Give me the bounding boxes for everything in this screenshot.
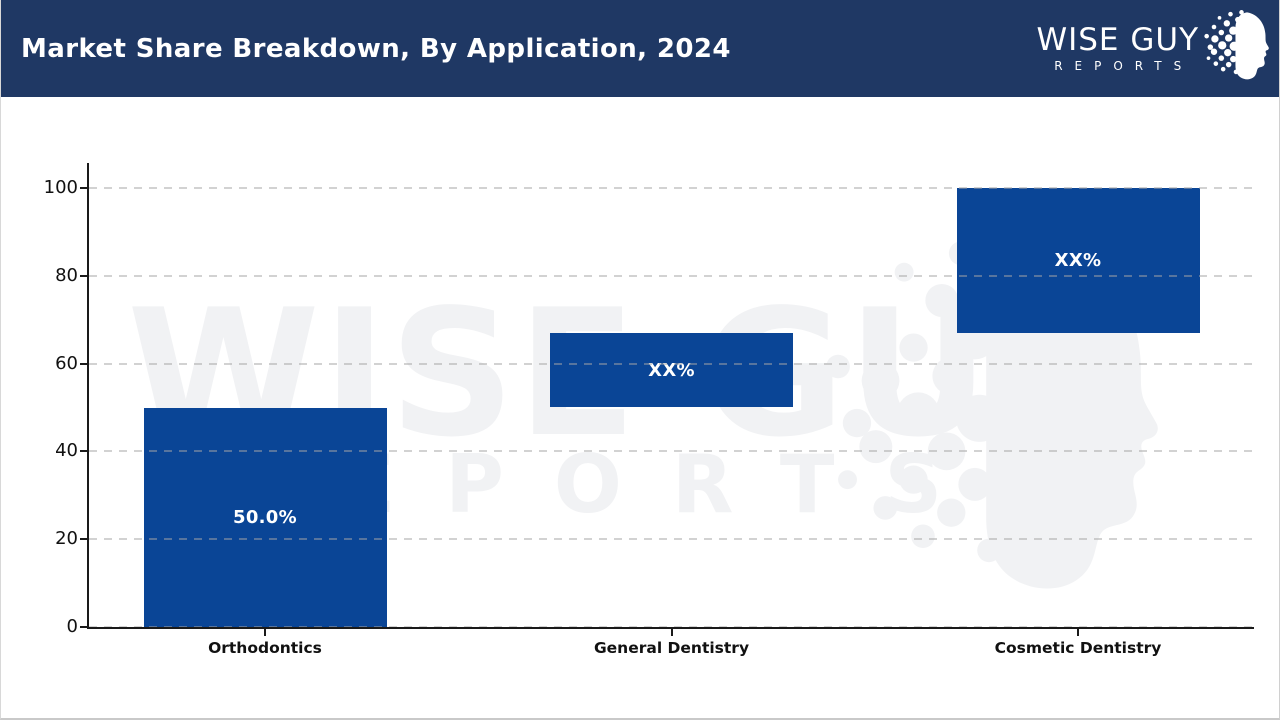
y-tick-label-80: 80 — [55, 264, 78, 286]
bar-value-label-2: XX% — [648, 359, 695, 381]
y-tickmark-20 — [80, 538, 89, 541]
y-tickmark-40 — [80, 450, 89, 453]
logo-wordmark: WISE GUY — [1036, 22, 1199, 58]
x-tickmark-1 — [264, 628, 266, 636]
x-tick-label-1: Orthodontics — [208, 639, 322, 657]
bar-segment-2: XX% — [550, 332, 793, 408]
logo-subtitle: REPORTS — [1054, 59, 1194, 73]
y-axis-spine — [87, 163, 89, 629]
gridline-60 — [89, 362, 1254, 365]
gridline-20 — [89, 538, 1254, 541]
y-tickmark-100 — [80, 187, 89, 189]
x-tick-label-3: Cosmetic Dentistry — [994, 639, 1162, 657]
waterfall-chart: WISE GUY REPORTS 0 20 40 60 80 100 50.0% Orthod… — [1, 97, 1279, 718]
y-tickmark-80 — [80, 274, 89, 277]
y-tickmark-0 — [80, 626, 89, 628]
header-bar: Market Share Breakdown, By Application, … — [1, 0, 1279, 97]
bar-value-label-1: 50.0% — [233, 506, 297, 528]
page-title: Market Share Breakdown, By Application, … — [21, 33, 731, 64]
gridline-100 — [89, 187, 1254, 189]
gridline-40 — [89, 450, 1254, 453]
y-tick-label-60: 60 — [55, 352, 78, 374]
y-tickmark-60 — [80, 362, 89, 365]
logo-head-icon — [1204, 9, 1269, 79]
bar-segment-1: 50.0% — [143, 407, 387, 627]
bar-value-label-3: XX% — [1054, 249, 1102, 271]
y-tick-label-0: 0 — [66, 616, 78, 637]
wise-guy-reports-logo: WISE GUY REPORTS — [1036, 7, 1269, 91]
bar-segment-3: XX% — [956, 188, 1200, 333]
y-tick-label-100: 100 — [43, 177, 78, 198]
x-tick-label-2: General Dentistry — [593, 639, 750, 657]
y-tick-label-20: 20 — [55, 528, 78, 550]
logo-text: WISE GUY REPORTS — [1036, 22, 1199, 73]
y-tick-label-40: 40 — [55, 440, 78, 462]
gridline-80 — [89, 274, 1254, 277]
x-tickmark-2 — [670, 628, 673, 636]
x-tickmark-3 — [1077, 628, 1079, 636]
x-axis-spine — [87, 626, 1254, 629]
